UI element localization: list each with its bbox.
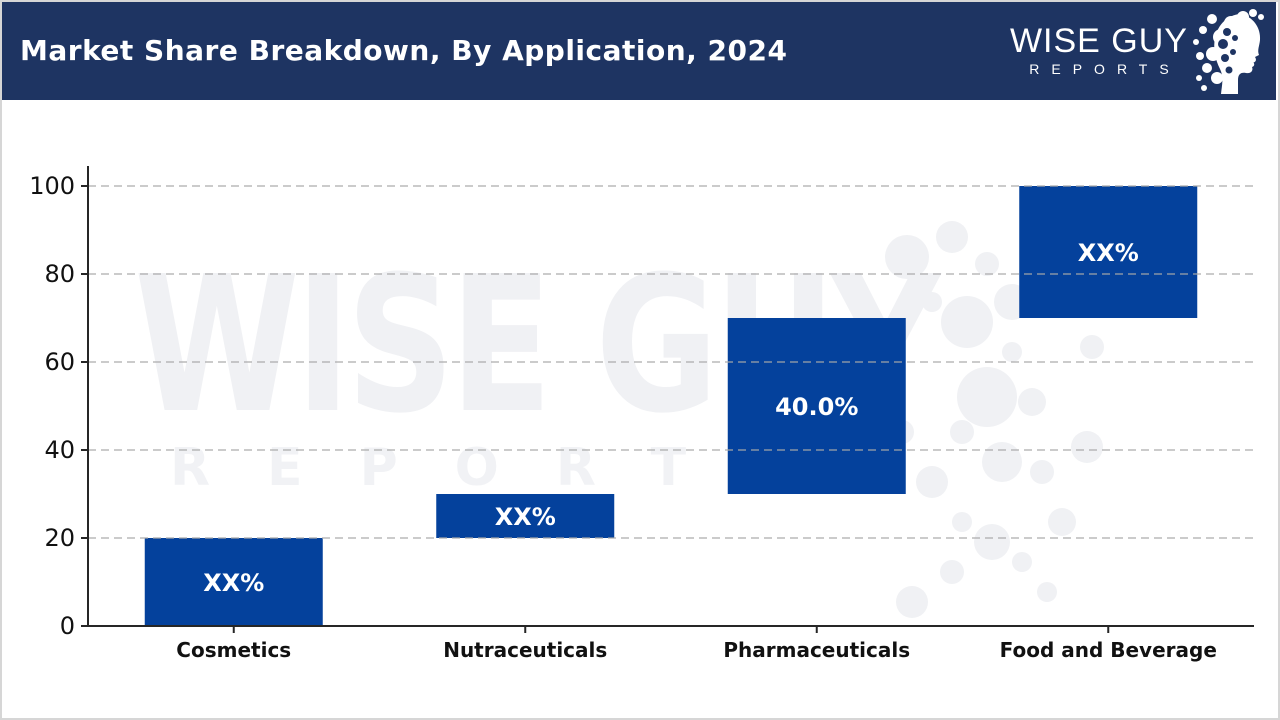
- watermark-dot: [885, 235, 929, 279]
- watermark-dot: [975, 252, 999, 276]
- watermark-head-graphic: [878, 221, 1110, 618]
- watermark-dot: [896, 586, 928, 618]
- y-tick-label: 40: [44, 436, 75, 464]
- logo-head-inner-dot: [1225, 66, 1233, 74]
- x-category-label: Pharmaceuticals: [723, 638, 910, 662]
- logo-dot: [1258, 14, 1264, 20]
- watermark-dot: [922, 292, 942, 312]
- watermark-dot: [1018, 388, 1046, 416]
- watermark-dot: [1037, 582, 1057, 602]
- logo-head-inner-dot: [1232, 35, 1238, 41]
- x-category-label: Nutraceuticals: [443, 638, 607, 662]
- bar-pharmaceuticals: [727, 318, 906, 494]
- brand-logo-head-icon: [1193, 9, 1264, 94]
- bar-value-label: XX%: [495, 503, 556, 531]
- y-tick-label: 60: [44, 348, 75, 376]
- header-bar: Market Share Breakdown, By Application, …: [2, 2, 1276, 100]
- watermark-dot: [1080, 335, 1104, 359]
- brand-logo: WISE GUY REPORTS: [1010, 6, 1266, 94]
- watermark-dot: [957, 367, 1017, 427]
- page-title: Market Share Breakdown, By Application, …: [20, 33, 788, 67]
- bar-nutraceuticals: [436, 494, 615, 538]
- brand-logo-name: WISE GUY: [1009, 22, 1188, 60]
- logo-head-inner-dot: [1221, 54, 1229, 62]
- watermark-dot: [950, 420, 974, 444]
- logo-dot: [1211, 72, 1223, 84]
- logo-head-inner-dot: [1230, 49, 1236, 55]
- watermark-dot: [952, 512, 972, 532]
- x-category-label: Food and Beverage: [1000, 638, 1217, 662]
- logo-dot: [1199, 26, 1207, 34]
- bar-value-label: XX%: [203, 569, 264, 597]
- y-tick-label: 80: [44, 260, 75, 288]
- watermark-dot: [982, 442, 1022, 482]
- logo-head-inner-dot: [1223, 28, 1231, 36]
- watermark-dot: [1048, 508, 1076, 536]
- watermark-dot: [936, 221, 968, 253]
- logo-dot: [1249, 9, 1257, 17]
- brand-logo-subtitle: REPORTS: [1029, 61, 1181, 77]
- watermark-dot: [940, 560, 964, 584]
- bar-cosmetics: [144, 538, 323, 626]
- logo-dot: [1201, 85, 1207, 91]
- watermark-dot: [1071, 431, 1103, 463]
- y-tick-label: 20: [44, 524, 75, 552]
- logo-dot: [1196, 75, 1202, 81]
- watermark-dot: [941, 296, 993, 348]
- logo-dot: [1202, 63, 1212, 73]
- logo-head-inner-dot: [1218, 39, 1228, 49]
- x-category-label: Cosmetics: [176, 638, 291, 662]
- logo-dot: [1193, 39, 1199, 45]
- watermark-dot: [916, 466, 948, 498]
- watermark-dot: [1012, 552, 1032, 572]
- watermark-dot: [1002, 342, 1022, 362]
- bar-food-and-beverage: [1019, 186, 1198, 318]
- brand-logo-text: WISE GUY REPORTS: [1010, 24, 1188, 76]
- watermark-dot: [1030, 460, 1054, 484]
- bar-value-label: 40.0%: [775, 393, 858, 421]
- logo-dot: [1207, 14, 1217, 24]
- y-tick-label: 0: [60, 612, 75, 640]
- y-tick-label: 100: [29, 172, 75, 200]
- watermark-dot: [974, 524, 1010, 560]
- bar-value-label: XX%: [1078, 239, 1139, 267]
- logo-dot: [1196, 52, 1204, 60]
